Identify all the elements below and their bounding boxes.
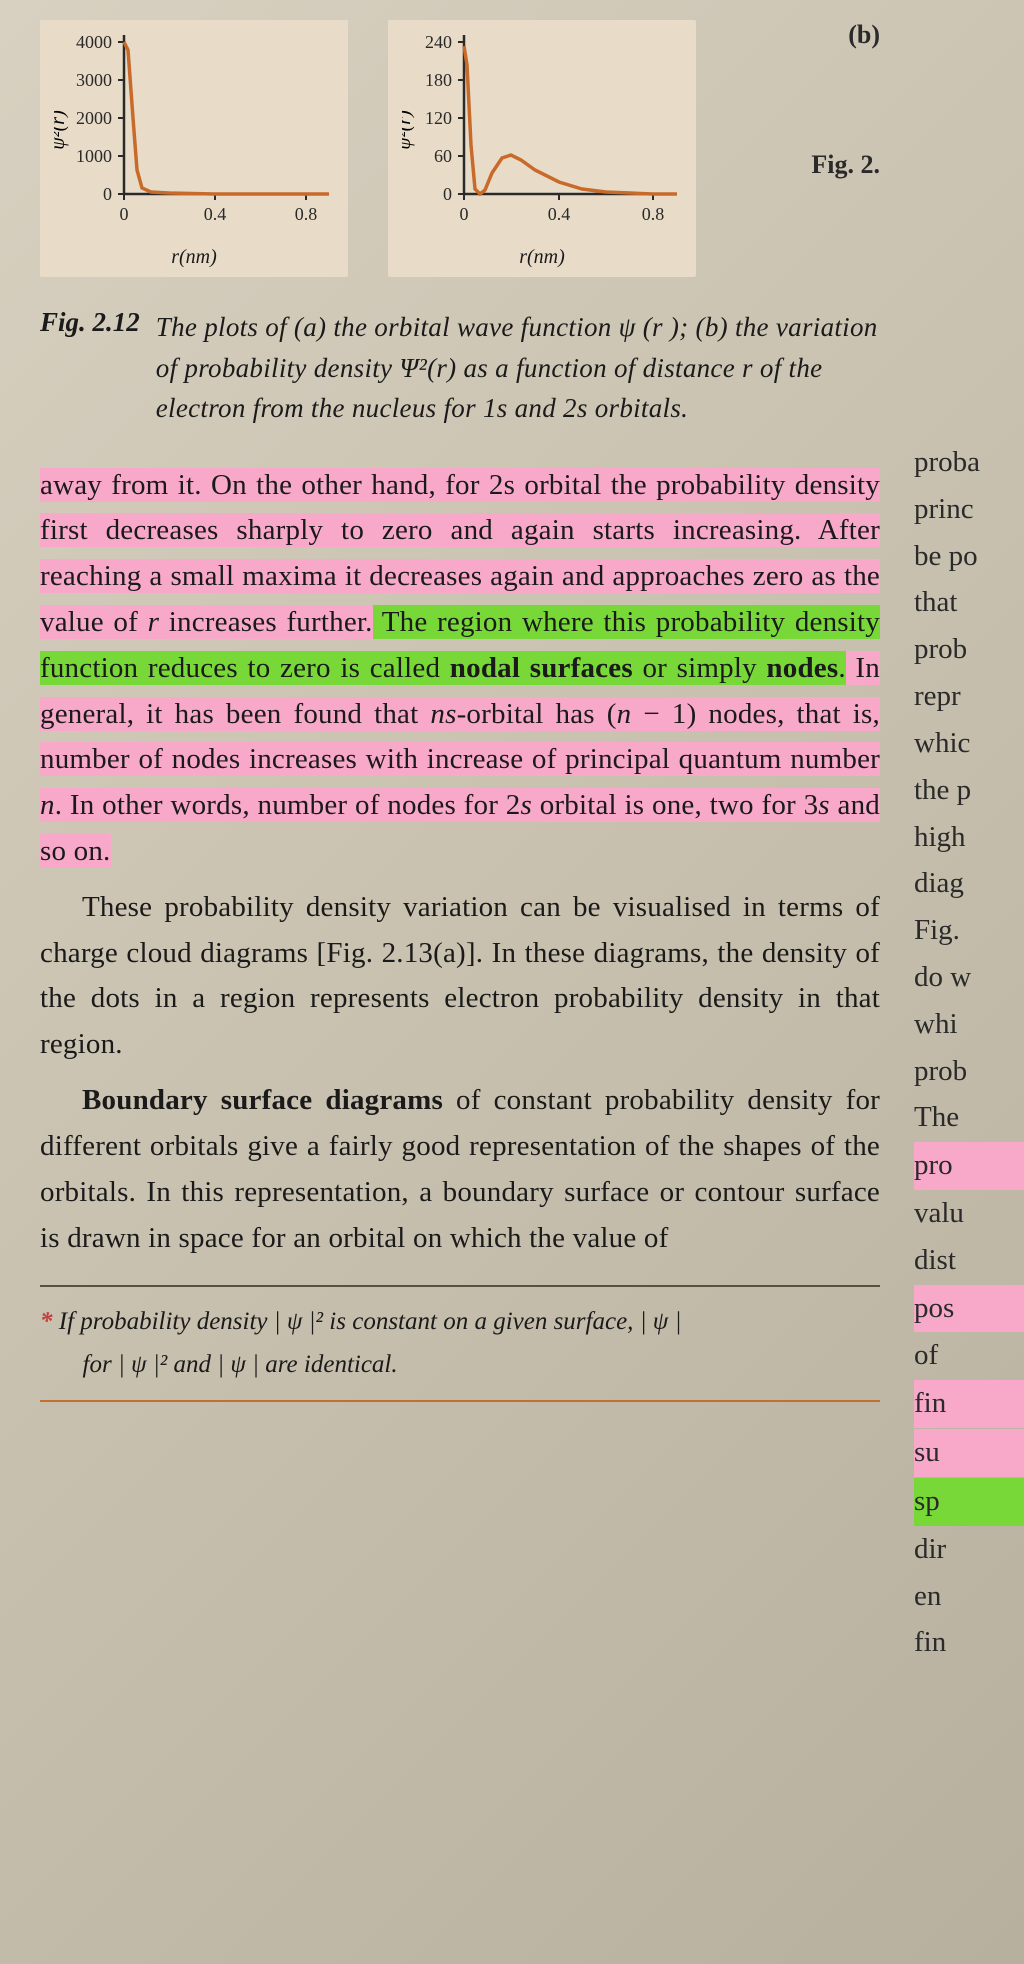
paragraph-2: These probability density variation can … <box>40 885 880 1068</box>
side-text: fin <box>914 1380 1024 1428</box>
fig-number: Fig. 2.12 <box>40 307 140 429</box>
xtick: 0 <box>120 204 129 224</box>
ytick: 4000 <box>76 32 112 52</box>
ytick: 0 <box>103 184 112 204</box>
paragraph-3: Boundary surface diagrams of constant pr… <box>40 1078 880 1261</box>
side-text: prob <box>914 1049 1024 1095</box>
xtick: 0.8 <box>295 204 318 224</box>
footnote: * If probability density | ψ |² is const… <box>40 1301 880 1386</box>
hl-text: . <box>838 651 845 685</box>
chart-2s: 240 180 120 60 0 ψ²(r) 0 <box>388 20 696 277</box>
xtick: 0 <box>460 204 469 224</box>
side-text: en <box>914 1574 1024 1620</box>
chart-line <box>464 46 677 194</box>
right-labels: (b) Fig. 2. <box>811 20 880 180</box>
side-text: dist <box>914 1238 1024 1284</box>
hl-text: increases further. <box>159 605 372 639</box>
hl-text: -orbital has ( <box>457 697 617 731</box>
hl-text: . In other words, number of nodes for 2 <box>55 788 521 822</box>
hl-text: nodes <box>766 651 838 685</box>
ytick: 240 <box>425 32 452 52</box>
hl-text: s <box>818 788 830 822</box>
figure-caption: Fig. 2.12 The plots of (a) the orbital w… <box>40 307 880 429</box>
ylabel: ψ²(r) <box>54 110 69 150</box>
xlabel: r(nm) <box>54 246 334 269</box>
paragraph-1: away from it. On the other hand, for 2s … <box>40 463 880 875</box>
side-text: the p <box>914 768 1024 814</box>
side-text: that <box>914 580 1024 626</box>
hl-text: away from it. <box>40 468 211 502</box>
side-text: valu <box>914 1191 1024 1237</box>
side-text: The <box>914 1095 1024 1141</box>
xtick: 0.8 <box>642 204 665 224</box>
xtick: 0.4 <box>548 204 571 224</box>
hl-text: nodal surfaces <box>450 651 633 685</box>
side-text: whi <box>914 1002 1024 1048</box>
side-text: diag <box>914 861 1024 907</box>
side-text: prob <box>914 627 1024 673</box>
side-text: pro <box>914 1142 1024 1190</box>
fig-text: The plots of (a) the orbital wave functi… <box>156 307 880 429</box>
hl-text: s <box>521 788 533 822</box>
side-text: su <box>914 1429 1024 1477</box>
body-text: away from it. On the other hand, for 2s … <box>40 463 880 1262</box>
hl-text: or simply <box>633 651 767 685</box>
xlabel: r(nm) <box>402 246 682 269</box>
hl-text: n <box>617 697 632 731</box>
footnote-rule <box>40 1285 880 1287</box>
hl-text: n <box>40 788 55 822</box>
hl-text: ns <box>430 697 456 731</box>
chart-1s-svg: 4000 3000 2000 1000 0 ψ²(r) <box>54 30 334 240</box>
chart-2s-svg: 240 180 120 60 0 ψ²(r) 0 <box>402 30 682 240</box>
ytick: 1000 <box>76 146 112 166</box>
xtick: 0.4 <box>204 204 227 224</box>
side-text: proba <box>914 440 1024 486</box>
ytick: 0 <box>443 184 452 204</box>
side-text: dir <box>914 1527 1024 1573</box>
chart-1s: 4000 3000 2000 1000 0 ψ²(r) <box>40 20 348 277</box>
chart-line <box>124 42 329 194</box>
ytick: 120 <box>425 108 452 128</box>
side-text: Fig. <box>914 908 1024 954</box>
footnote-rule-bottom <box>40 1400 880 1402</box>
side-text: fin <box>914 1620 1024 1666</box>
asterisk: * <box>40 1308 53 1335</box>
ylabel: ψ²(r) <box>402 110 415 150</box>
side-text: pos <box>914 1285 1024 1333</box>
side-column: proba princ be po that prob repr whic th… <box>914 440 1024 1667</box>
label-b: (b) <box>811 20 880 50</box>
ytick: 60 <box>434 146 452 166</box>
label-fig2: Fig. 2. <box>811 150 880 180</box>
hl-text: r <box>148 605 160 639</box>
side-text: whic <box>914 721 1024 767</box>
side-text: of <box>914 1333 1024 1379</box>
side-text: high <box>914 815 1024 861</box>
side-text: do w <box>914 955 1024 1001</box>
ytick: 180 <box>425 70 452 90</box>
side-text: princ <box>914 487 1024 533</box>
hl-text: orbital is one, two for 3 <box>532 788 818 822</box>
charts-row: 4000 3000 2000 1000 0 ψ²(r) <box>40 20 880 277</box>
bold-heading: Boundary surface diagrams <box>82 1084 443 1116</box>
side-text: be po <box>914 534 1024 580</box>
ytick: 3000 <box>76 70 112 90</box>
side-text: sp <box>914 1478 1024 1526</box>
side-text: repr <box>914 674 1024 720</box>
ytick: 2000 <box>76 108 112 128</box>
